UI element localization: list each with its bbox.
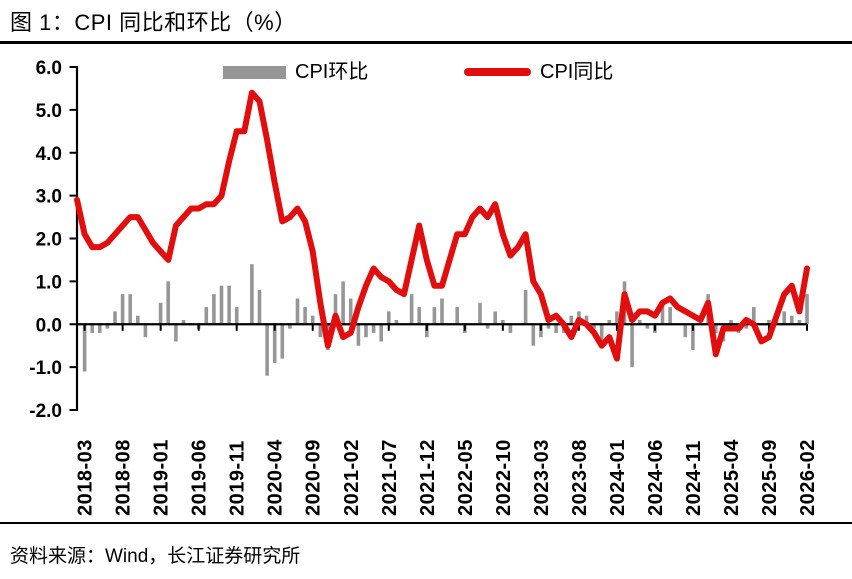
legend-item-cpi-yoy: CPI同比 <box>464 61 613 83</box>
svg-text:1.0: 1.0 <box>36 272 62 293</box>
svg-text:2024-06: 2024-06 <box>645 439 667 516</box>
svg-text:2.0: 2.0 <box>36 230 62 251</box>
svg-text:2019-06: 2019-06 <box>189 439 211 516</box>
svg-text:2023-03: 2023-03 <box>531 439 553 516</box>
svg-text:2021-12: 2021-12 <box>417 439 439 516</box>
svg-text:6.0: 6.0 <box>36 58 62 79</box>
svg-text:2019-01: 2019-01 <box>151 439 173 516</box>
title-rule <box>0 41 852 44</box>
svg-text:2021-02: 2021-02 <box>341 439 363 516</box>
legend-label-cpi-mom: CPI环比 <box>295 61 369 83</box>
svg-text:2022-05: 2022-05 <box>455 439 477 516</box>
figure-title: 图 1：CPI 同比和环比（%） <box>10 10 297 35</box>
svg-text:2021-07: 2021-07 <box>379 439 401 516</box>
svg-text:-1.0: -1.0 <box>29 358 62 379</box>
figure-bottom-rule <box>0 522 852 524</box>
svg-text:2022-10: 2022-10 <box>493 439 515 516</box>
svg-text:2020-04: 2020-04 <box>265 439 287 516</box>
figure-source: 资料来源：Wind，长江证券研究所 <box>10 546 301 567</box>
legend-item-cpi-mom: CPI环比 <box>223 61 368 83</box>
svg-text:2018-03: 2018-03 <box>75 439 97 516</box>
legend-bar-swatch-icon <box>223 65 286 79</box>
svg-text:2023-08: 2023-08 <box>569 439 591 516</box>
svg-text:2026-02: 2026-02 <box>797 439 819 516</box>
svg-text:2019-11: 2019-11 <box>227 440 249 516</box>
svg-text:3.0: 3.0 <box>36 187 62 208</box>
svg-text:2025-09: 2025-09 <box>759 439 781 516</box>
svg-text:5.0: 5.0 <box>36 101 62 122</box>
svg-text:4.0: 4.0 <box>36 144 62 165</box>
svg-text:0.0: 0.0 <box>36 315 62 336</box>
svg-text:2018-08: 2018-08 <box>113 439 135 516</box>
svg-text:2024-11: 2024-11 <box>683 440 705 516</box>
svg-text:2024-01: 2024-01 <box>607 439 629 516</box>
legend-label-cpi-yoy: CPI同比 <box>540 61 614 83</box>
svg-text:-2.0: -2.0 <box>29 401 62 422</box>
svg-text:2020-09: 2020-09 <box>303 439 325 516</box>
legend-line-swatch-icon <box>464 68 531 76</box>
svg-text:2025-04: 2025-04 <box>721 439 743 516</box>
